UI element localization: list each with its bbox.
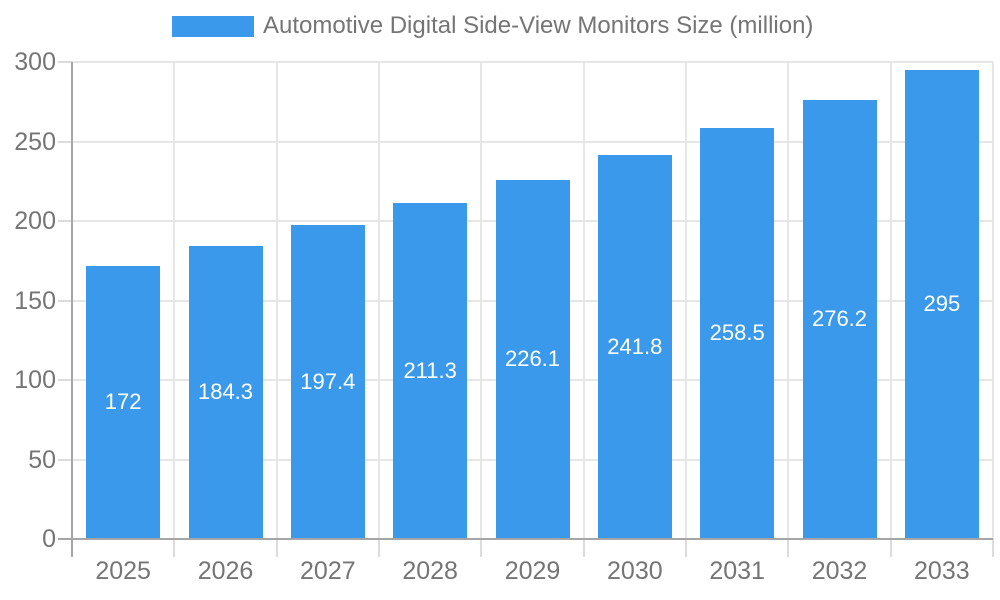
bar-value-label: 184.3 <box>197 379 254 405</box>
y-tick-label: 200 <box>14 207 56 235</box>
y-tick-label: 250 <box>14 127 56 156</box>
y-tick-mark <box>58 458 72 461</box>
x-axis-line <box>58 538 993 540</box>
x-tick-mark <box>378 539 380 557</box>
x-tick-label: 2025 <box>95 557 151 585</box>
x-tick-mark <box>685 539 687 557</box>
x-tick-mark <box>582 539 585 557</box>
y-tick-mark <box>58 299 72 302</box>
v-gridline <box>685 62 687 539</box>
v-gridline <box>378 62 380 539</box>
x-tick-label: 2033 <box>914 557 970 585</box>
bar-2030 <box>597 154 672 538</box>
v-gridline <box>173 62 176 539</box>
x-tick-label: 2030 <box>607 557 663 585</box>
bar-2029 <box>495 179 570 538</box>
y-tick-mark <box>58 140 72 143</box>
x-tick-mark <box>889 539 892 557</box>
y-tick-label: 150 <box>14 286 56 315</box>
bar-2027 <box>290 225 365 538</box>
y-tick-mark <box>58 61 72 63</box>
x-tick-mark <box>173 539 176 557</box>
x-tick-label: 2031 <box>709 557 765 585</box>
bar-value-label: 295 <box>923 291 961 317</box>
x-tick-mark <box>480 539 483 557</box>
x-tick-label: 2028 <box>402 557 458 585</box>
v-gridline <box>480 62 483 539</box>
bar-2026 <box>188 245 263 538</box>
x-tick-label: 2029 <box>504 557 561 585</box>
bar-2025 <box>86 265 161 538</box>
bar-value-label: 241.8 <box>607 333 663 359</box>
bar-2032 <box>802 99 877 538</box>
v-gridline <box>787 62 790 539</box>
bar-value-label: 276.2 <box>811 306 868 332</box>
x-tick-mark <box>275 539 278 557</box>
y-tick-mark <box>58 220 72 222</box>
y-tick-mark <box>58 379 72 381</box>
x-tick-mark <box>787 539 790 557</box>
x-tick-label: 2027 <box>300 557 356 585</box>
bar-2028 <box>393 203 468 538</box>
bar-value-label: 226.1 <box>504 346 561 372</box>
x-tick-label: 2026 <box>197 557 254 585</box>
v-gridline <box>889 62 892 539</box>
h-gridline <box>72 140 993 143</box>
legend: Automotive Digital Side-View Monitors Si… <box>172 0 813 52</box>
y-tick-label: 50 <box>28 445 56 474</box>
bar-2033 <box>904 69 979 538</box>
h-gridline <box>72 61 993 63</box>
bar-2031 <box>700 127 775 538</box>
bar-value-label: 172 <box>104 389 142 415</box>
bar-value-label: 258.5 <box>709 320 765 346</box>
y-tick-label: 300 <box>14 48 56 76</box>
bar-value-label: 211.3 <box>403 358 457 384</box>
x-tick-label: 2032 <box>811 557 868 585</box>
legend-label: Automotive Digital Side-View Monitors Si… <box>263 12 814 39</box>
legend-swatch <box>172 15 254 37</box>
bar-value-label: 197.4 <box>300 369 356 395</box>
y-tick-label: 0 <box>42 525 56 553</box>
v-gridline <box>582 62 585 539</box>
y-axis-line <box>71 62 73 557</box>
v-gridline <box>992 62 994 539</box>
v-gridline <box>275 62 278 539</box>
x-tick-mark <box>992 539 994 557</box>
y-tick-label: 100 <box>14 366 56 394</box>
